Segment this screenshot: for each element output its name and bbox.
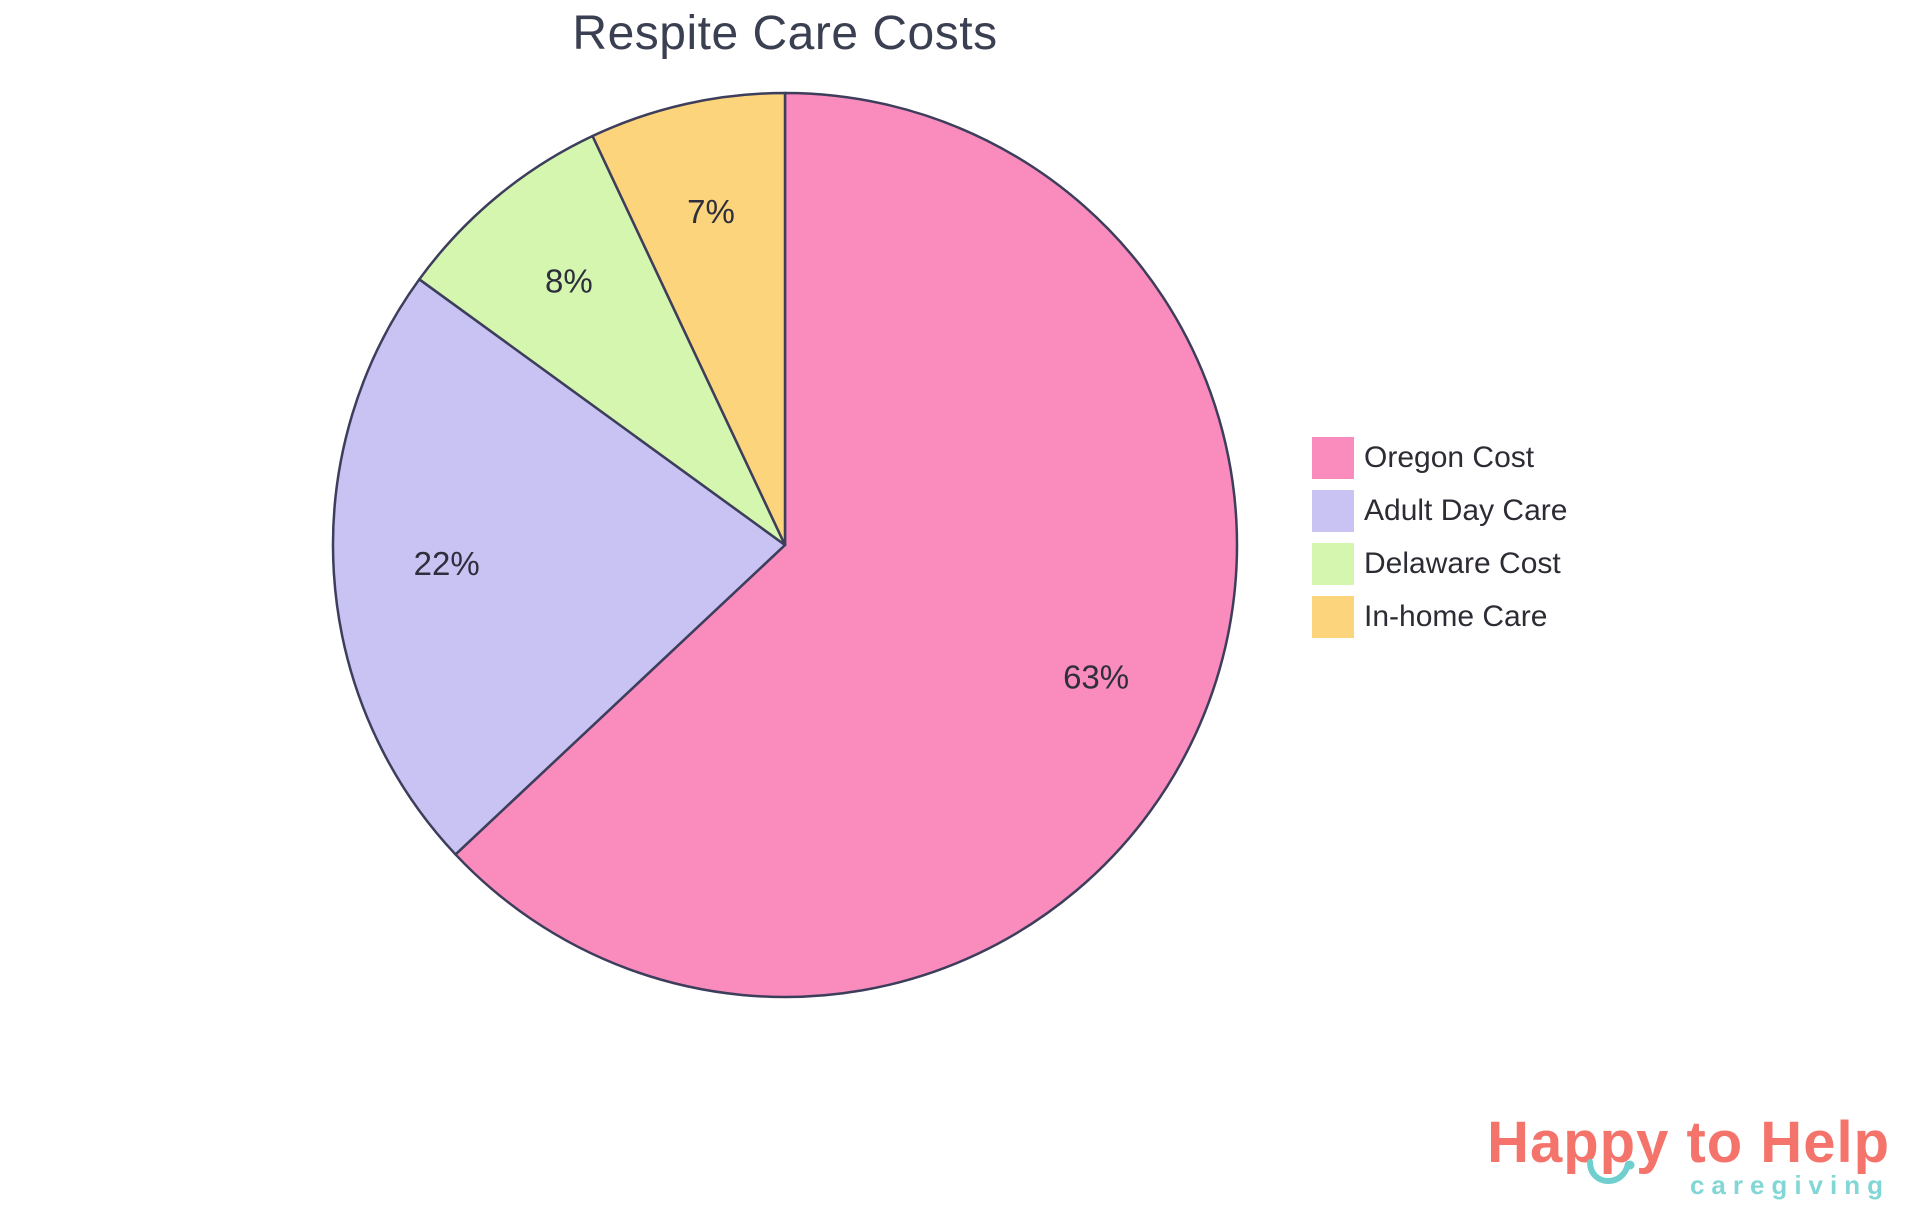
slice-label-delaware-cost: 8% bbox=[545, 263, 593, 300]
brand-name: Happy to Help bbox=[1487, 1110, 1890, 1175]
legend-item-in-home-care: In-home Care bbox=[1312, 596, 1567, 638]
legend-item-oregon-cost: Oregon Cost bbox=[1312, 437, 1567, 479]
legend-swatch-in-home-care bbox=[1312, 596, 1354, 638]
legend-label-in-home-care: In-home Care bbox=[1364, 600, 1548, 633]
slice-label-oregon-cost: 63% bbox=[1063, 658, 1129, 695]
legend-swatch-adult-day-care bbox=[1312, 490, 1354, 532]
chart-legend: Oregon Cost Adult Day Care Delaware Cost In… bbox=[1312, 437, 1567, 638]
brand-tagline-row: caregiving bbox=[1487, 1158, 1890, 1201]
slice-label-adult-day-care: 22% bbox=[414, 545, 480, 582]
legend-item-adult-day-care: Adult Day Care bbox=[1312, 490, 1567, 532]
legend-label-delaware-cost: Delaware Cost bbox=[1364, 547, 1561, 580]
pie-slice-adult-day-care bbox=[331, 278, 787, 856]
legend-item-delaware-cost: Delaware Cost bbox=[1312, 543, 1567, 585]
legend-label-oregon-cost: Oregon Cost bbox=[1364, 441, 1535, 474]
slice-label-in-home-care: 7% bbox=[687, 193, 735, 230]
pie-slice-in-home-care bbox=[591, 91, 787, 547]
legend-label-adult-day-care: Adult Day Care bbox=[1364, 494, 1568, 527]
brand-logo: Happy to Help caregiving bbox=[1487, 1112, 1890, 1201]
pie-slice-oregon-cost bbox=[454, 91, 1239, 999]
legend-swatch-oregon-cost bbox=[1312, 437, 1354, 479]
smile-icon bbox=[1587, 1159, 1635, 1184]
chart-title: Respite Care Costs bbox=[572, 7, 998, 60]
brand-tagline: caregiving bbox=[1689, 1170, 1890, 1200]
pie-slice-delaware-cost bbox=[418, 134, 787, 547]
legend-swatch-delaware-cost bbox=[1312, 543, 1354, 585]
